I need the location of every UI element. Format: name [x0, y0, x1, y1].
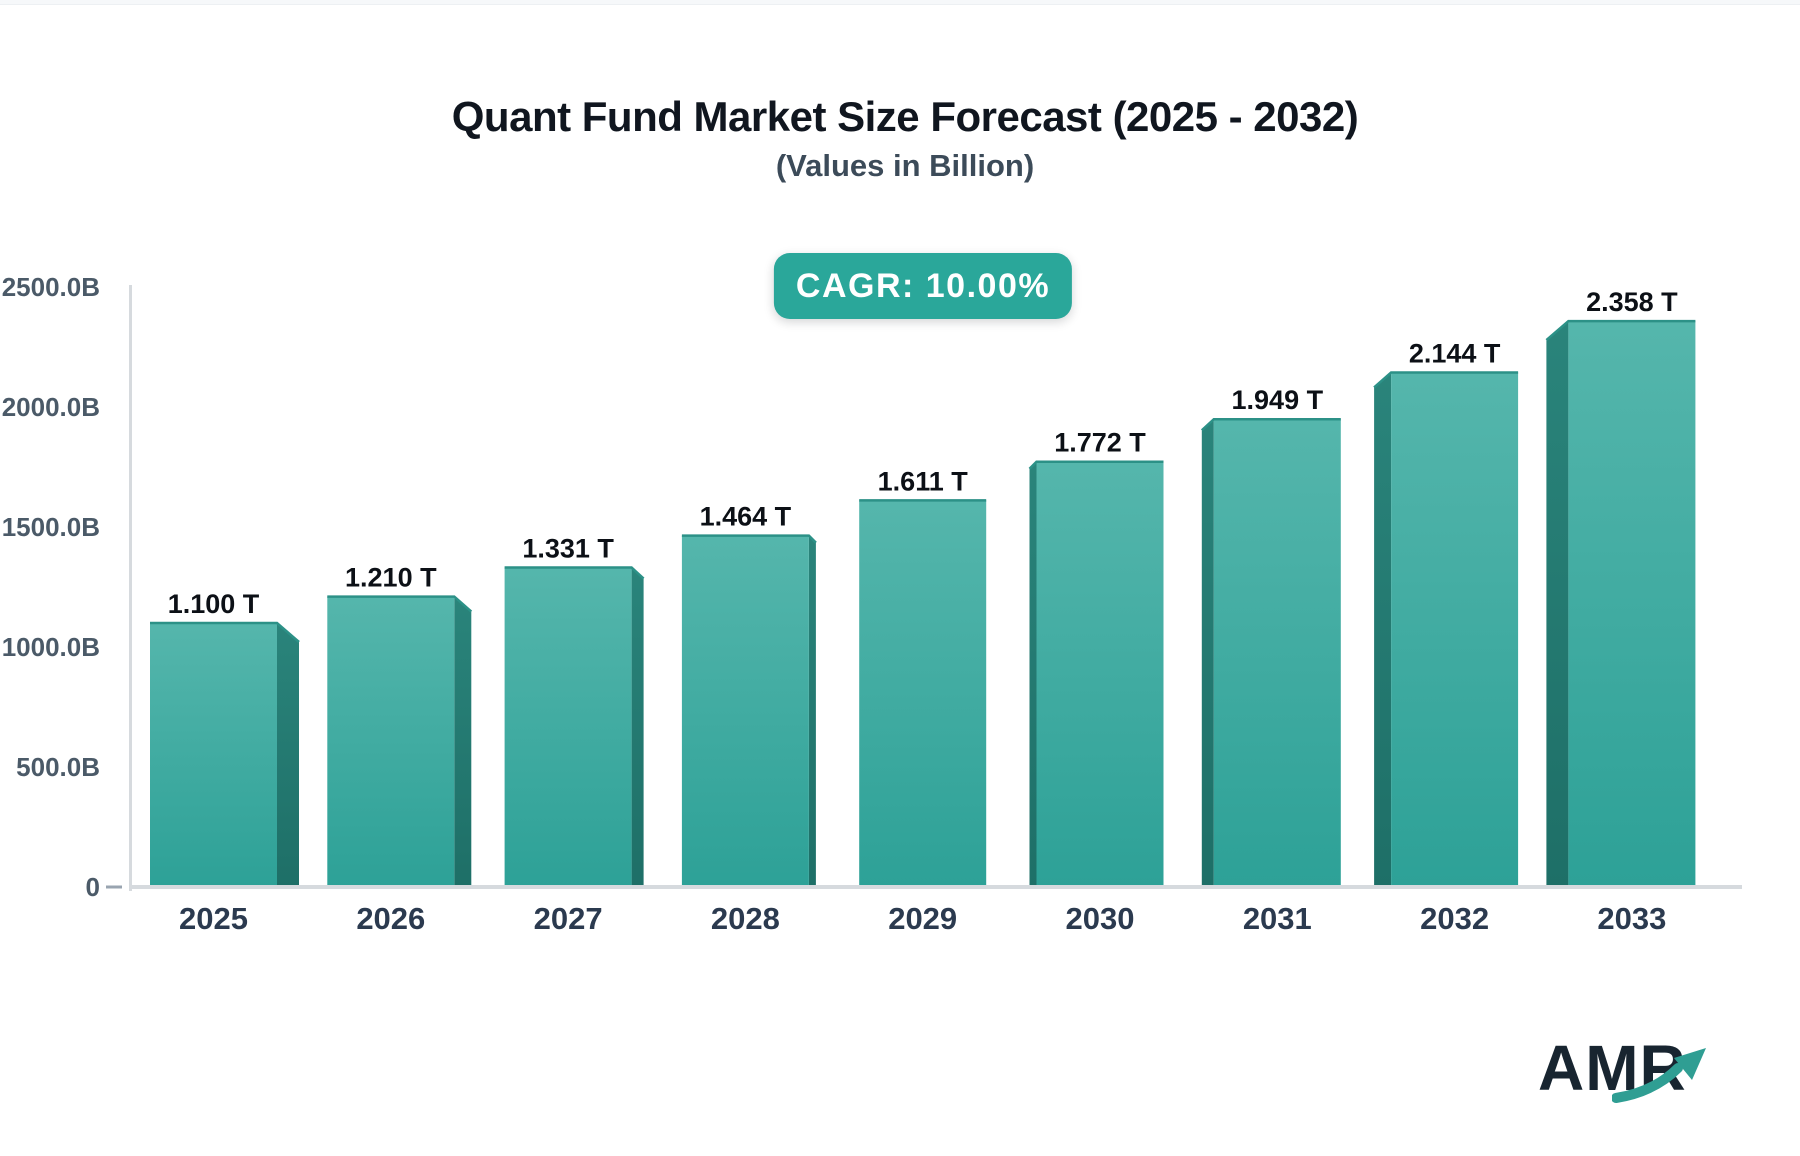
bar-value-label-2033: 2.358 T	[1586, 287, 1678, 317]
growth-arrow-icon	[1612, 1048, 1706, 1103]
bar-side-2031	[1201, 419, 1214, 887]
bar-top-edge-2027	[504, 566, 645, 580]
x-tick-label-2027: 2027	[534, 901, 603, 936]
bar-top-edge-2025	[150, 621, 300, 643]
bar-side-2026	[454, 596, 472, 887]
x-tick-label-2032: 2032	[1420, 901, 1489, 936]
bar-top-edge-2031	[1200, 417, 1341, 432]
bar-value-label-2027: 1.331 T	[522, 534, 614, 564]
bar-value-label-2031: 1.949 T	[1232, 385, 1324, 415]
bar-value-label-2026: 1.210 T	[345, 563, 437, 593]
bar-2025[interactable]	[150, 623, 277, 887]
y-tick-label-1500.0B: 1500.0B	[2, 512, 100, 542]
x-axis-line	[129, 885, 1742, 889]
bar-value-label-2028: 1.464 T	[700, 502, 792, 532]
x-tick-label-2030: 2030	[1066, 901, 1135, 936]
bar-side-2027	[631, 567, 644, 887]
bar-top-edge-2032	[1373, 371, 1519, 389]
chart-title: Quant Fund Market Size Forecast (2025 - …	[451, 93, 1359, 140]
bar-value-label-2032: 2.144 T	[1409, 338, 1501, 368]
bar-top-edge-2030	[1028, 460, 1164, 470]
amr-logo: AMR	[1532, 1022, 1772, 1132]
top-border	[0, 0, 1800, 5]
cagr-badge: CAGR: 10.00%	[773, 253, 1073, 319]
amr-logo-text: AMR	[1538, 1032, 1687, 1104]
bar-side-2032	[1374, 372, 1392, 887]
bar-2026[interactable]	[327, 596, 455, 887]
chart-subtitle: (Values in Billion)	[775, 148, 1035, 183]
x-tick-label-2026: 2026	[356, 901, 425, 936]
y-axis-line	[129, 285, 132, 891]
x-tick-label-2028: 2028	[711, 901, 780, 936]
bar-top-edge-2026	[327, 595, 473, 613]
y-tick-label-0: 0	[86, 872, 100, 902]
x-tick-label-2029: 2029	[888, 901, 957, 936]
bar-side-2033	[1546, 321, 1569, 888]
chart-header: Quant Fund Market Size Forecast (2025 - …	[10, 0, 1800, 183]
bar-2027[interactable]	[504, 567, 632, 887]
bar-2029[interactable]	[859, 500, 987, 887]
x-tick-label-2031: 2031	[1243, 901, 1312, 936]
bar-top-edge-2028	[681, 534, 817, 544]
bar-2030[interactable]	[1036, 461, 1164, 887]
y-tick-label-2500.0B: 2500.0B	[2, 272, 100, 302]
plot-area: 2500.0B 2000.0B 1500.0B 1000.0B 500.0B 0 1.100…	[2, 272, 1742, 936]
bar-value-label-2029: 1.611 T	[878, 466, 969, 496]
x-tick-label-2033: 2033	[1597, 901, 1666, 936]
bar-value-label-2025: 1.100 T	[168, 589, 260, 619]
bar-side-2030	[1029, 461, 1037, 887]
bar-2032[interactable]	[1391, 372, 1519, 887]
bar-side-2025	[277, 623, 299, 887]
bar-2028[interactable]	[681, 535, 809, 887]
y-tick-label-2000.0B: 2000.0B	[2, 392, 100, 422]
bar-value-label-2030: 1.772 T	[1054, 428, 1146, 458]
y-tick-label-1000.0B: 1000.0B	[2, 632, 100, 662]
x-tick-label-2025: 2025	[179, 901, 248, 936]
y-tick-label-500.0B: 500.0B	[16, 752, 100, 782]
bar-side-2028	[808, 535, 816, 887]
bar-2031[interactable]	[1213, 419, 1341, 887]
bar-2033[interactable]	[1568, 321, 1696, 888]
bar-top-edge-2033	[1545, 319, 1696, 342]
